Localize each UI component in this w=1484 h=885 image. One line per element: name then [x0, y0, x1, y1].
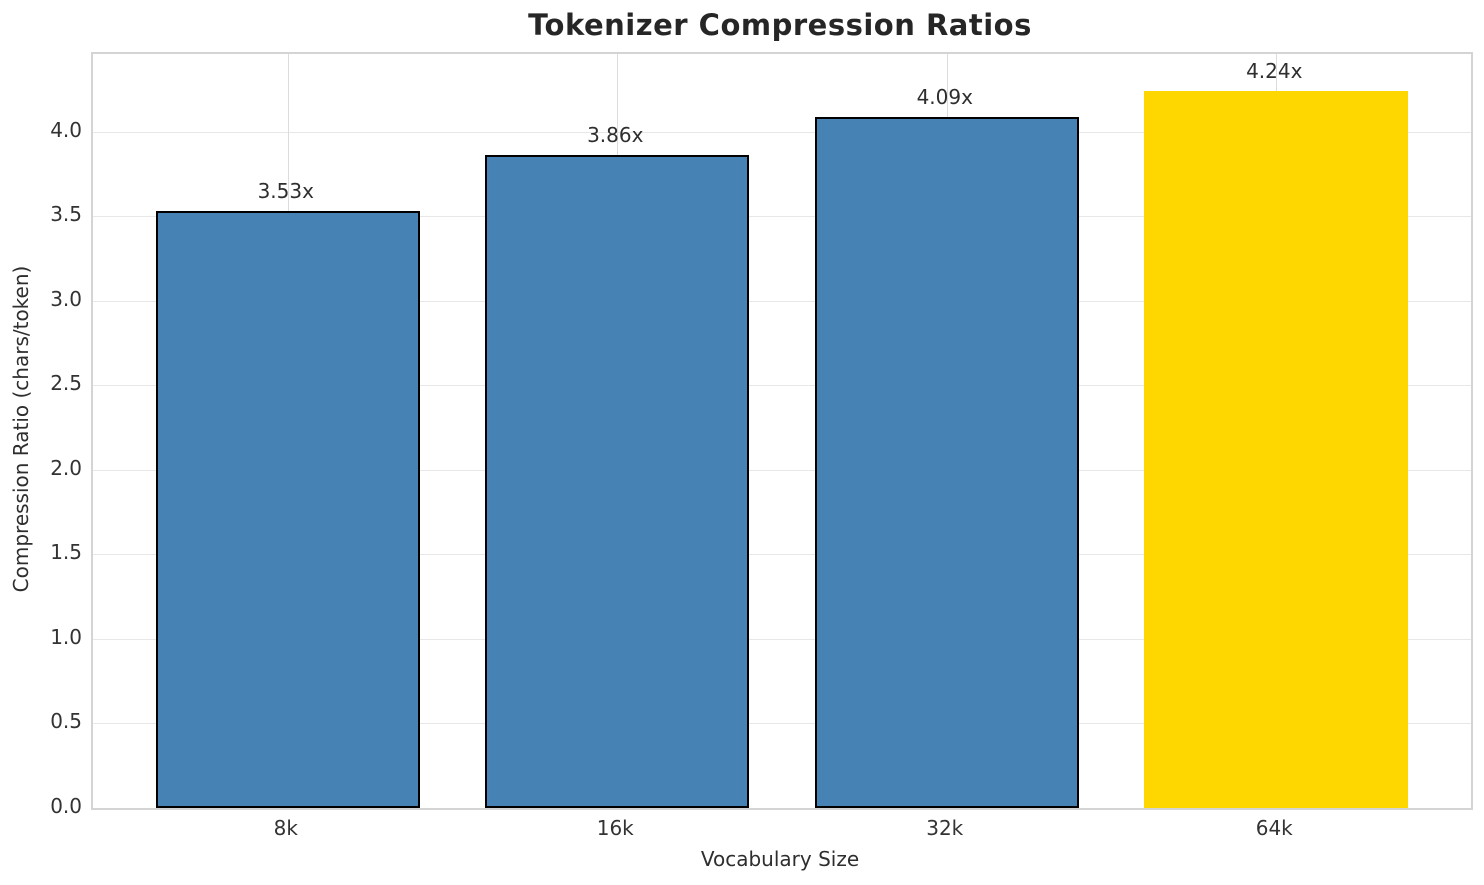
gridline-horizontal	[93, 385, 1471, 387]
bar-value-label: 3.53x	[257, 179, 314, 204]
y-tick-label: 0.5	[50, 709, 82, 734]
y-tick-label: 1.5	[50, 540, 82, 565]
bar-8k	[155, 211, 420, 808]
plot-area	[91, 52, 1473, 810]
y-tick-label: 3.0	[50, 286, 82, 311]
x-axis-label: Vocabulary Size	[700, 847, 860, 871]
gridline-horizontal	[93, 300, 1471, 302]
gridline-horizontal	[93, 469, 1471, 471]
bar-value-label: 4.24x	[1246, 59, 1303, 84]
x-tick-label: 8k	[273, 816, 298, 840]
y-tick-label: 2.5	[50, 371, 82, 396]
x-tick-label: 16k	[596, 816, 634, 840]
gridline-horizontal	[93, 638, 1471, 640]
gridline-horizontal	[93, 216, 1471, 218]
gridline-horizontal	[93, 723, 1471, 725]
x-tick-label: 64k	[1255, 816, 1293, 840]
y-tick-label: 3.5	[50, 202, 82, 227]
gridline-horizontal	[93, 554, 1471, 556]
y-tick-label: 1.0	[50, 624, 82, 649]
bar-value-label: 4.09x	[916, 84, 973, 109]
y-tick-label: 4.0	[50, 117, 82, 142]
bar-64k	[1144, 91, 1409, 808]
x-tick-label: 32k	[926, 816, 964, 840]
bar-value-label: 3.86x	[587, 123, 644, 148]
gridline-horizontal	[93, 131, 1471, 133]
bar-32k	[814, 116, 1079, 808]
chart-title: Tokenizer Compression Ratios	[528, 8, 1032, 42]
bar-16k	[485, 155, 750, 808]
y-tick-label: 0.0	[50, 794, 82, 818]
y-axis-label: Compression Ratio (chars/token)	[9, 265, 33, 593]
y-tick-label: 2.0	[50, 455, 82, 480]
